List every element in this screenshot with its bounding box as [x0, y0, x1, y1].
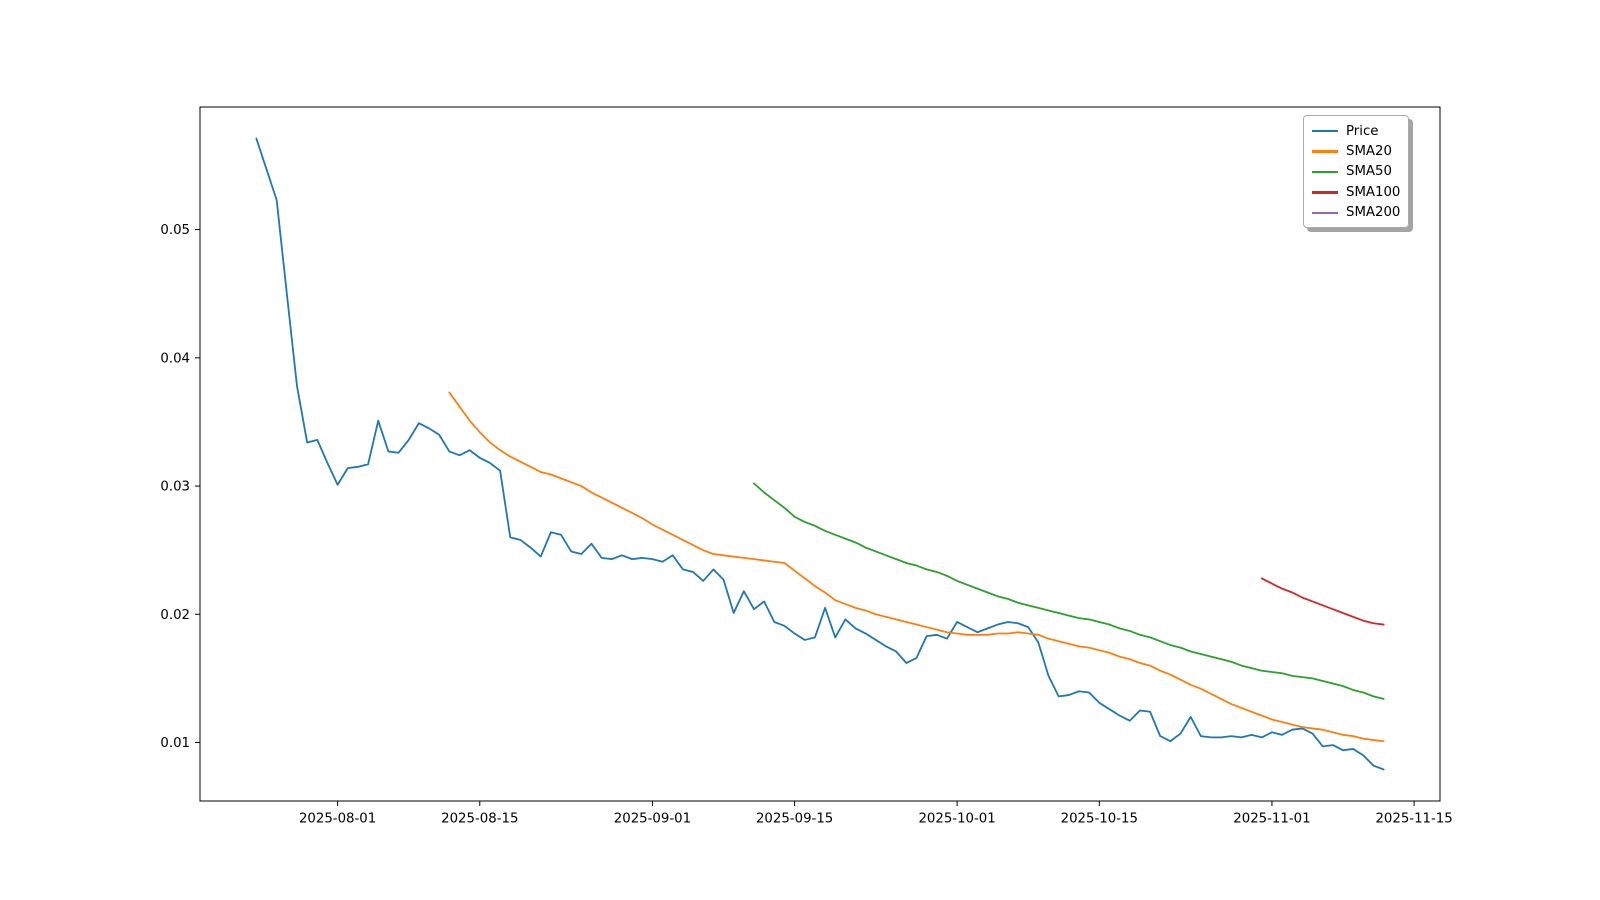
series-lines	[255, 137, 1385, 771]
series-line-sma20	[448, 391, 1385, 743]
x-tick-label: 2025-11-15	[1375, 812, 1452, 827]
series-line-sma50	[753, 482, 1385, 700]
legend-label: SMA50	[1346, 164, 1392, 180]
legend-item-sma20: SMA20	[1312, 141, 1400, 161]
x-tick-label: 2025-10-01	[918, 812, 995, 827]
y-tick-label: 0.01	[160, 736, 190, 751]
plot-frame	[199, 106, 1441, 802]
legend-label: SMA20	[1346, 144, 1392, 160]
series-line-price	[255, 137, 1385, 771]
x-axis-ticks: 2025-08-01 2025-08-15 2025-09-01 2025-09-15…	[299, 801, 1453, 827]
legend-swatch-price	[1312, 129, 1338, 133]
legend-label: SMA100	[1346, 184, 1401, 200]
y-tick-label: 0.02	[160, 608, 190, 623]
legend-item-sma100: SMA100	[1312, 182, 1400, 202]
x-tick-label: 2025-08-01	[299, 812, 376, 827]
legend-label: SMA200	[1346, 205, 1401, 221]
legend-item-price: Price	[1312, 121, 1400, 141]
x-tick-label: 2025-09-15	[756, 812, 833, 827]
y-tick-label: 0.03	[160, 480, 190, 495]
legend-item-sma50: SMA50	[1312, 162, 1400, 182]
y-tick-label: 0.05	[160, 223, 190, 238]
legend-swatch-sma200	[1312, 211, 1338, 214]
x-tick-label: 2025-08-15	[441, 812, 518, 827]
legend-swatch-sma100	[1312, 191, 1338, 194]
y-tick-label: 0.04	[160, 351, 190, 366]
y-axis-ticks: 0.01 0.02 0.03 0.04 0.05	[160, 223, 200, 751]
legend-swatch-sma20	[1312, 150, 1338, 153]
legend-swatch-sma50	[1312, 170, 1338, 174]
legend: Price SMA20 SMA50 SMA100 SMA200	[1303, 115, 1409, 228]
legend-item-sma200: SMA200	[1312, 203, 1400, 223]
series-line-sma100	[1260, 577, 1385, 626]
x-tick-label: 2025-11-01	[1233, 812, 1310, 827]
legend-label: Price	[1346, 123, 1379, 139]
x-tick-label: 2025-10-15	[1061, 812, 1138, 827]
x-tick-label: 2025-09-01	[614, 812, 691, 827]
